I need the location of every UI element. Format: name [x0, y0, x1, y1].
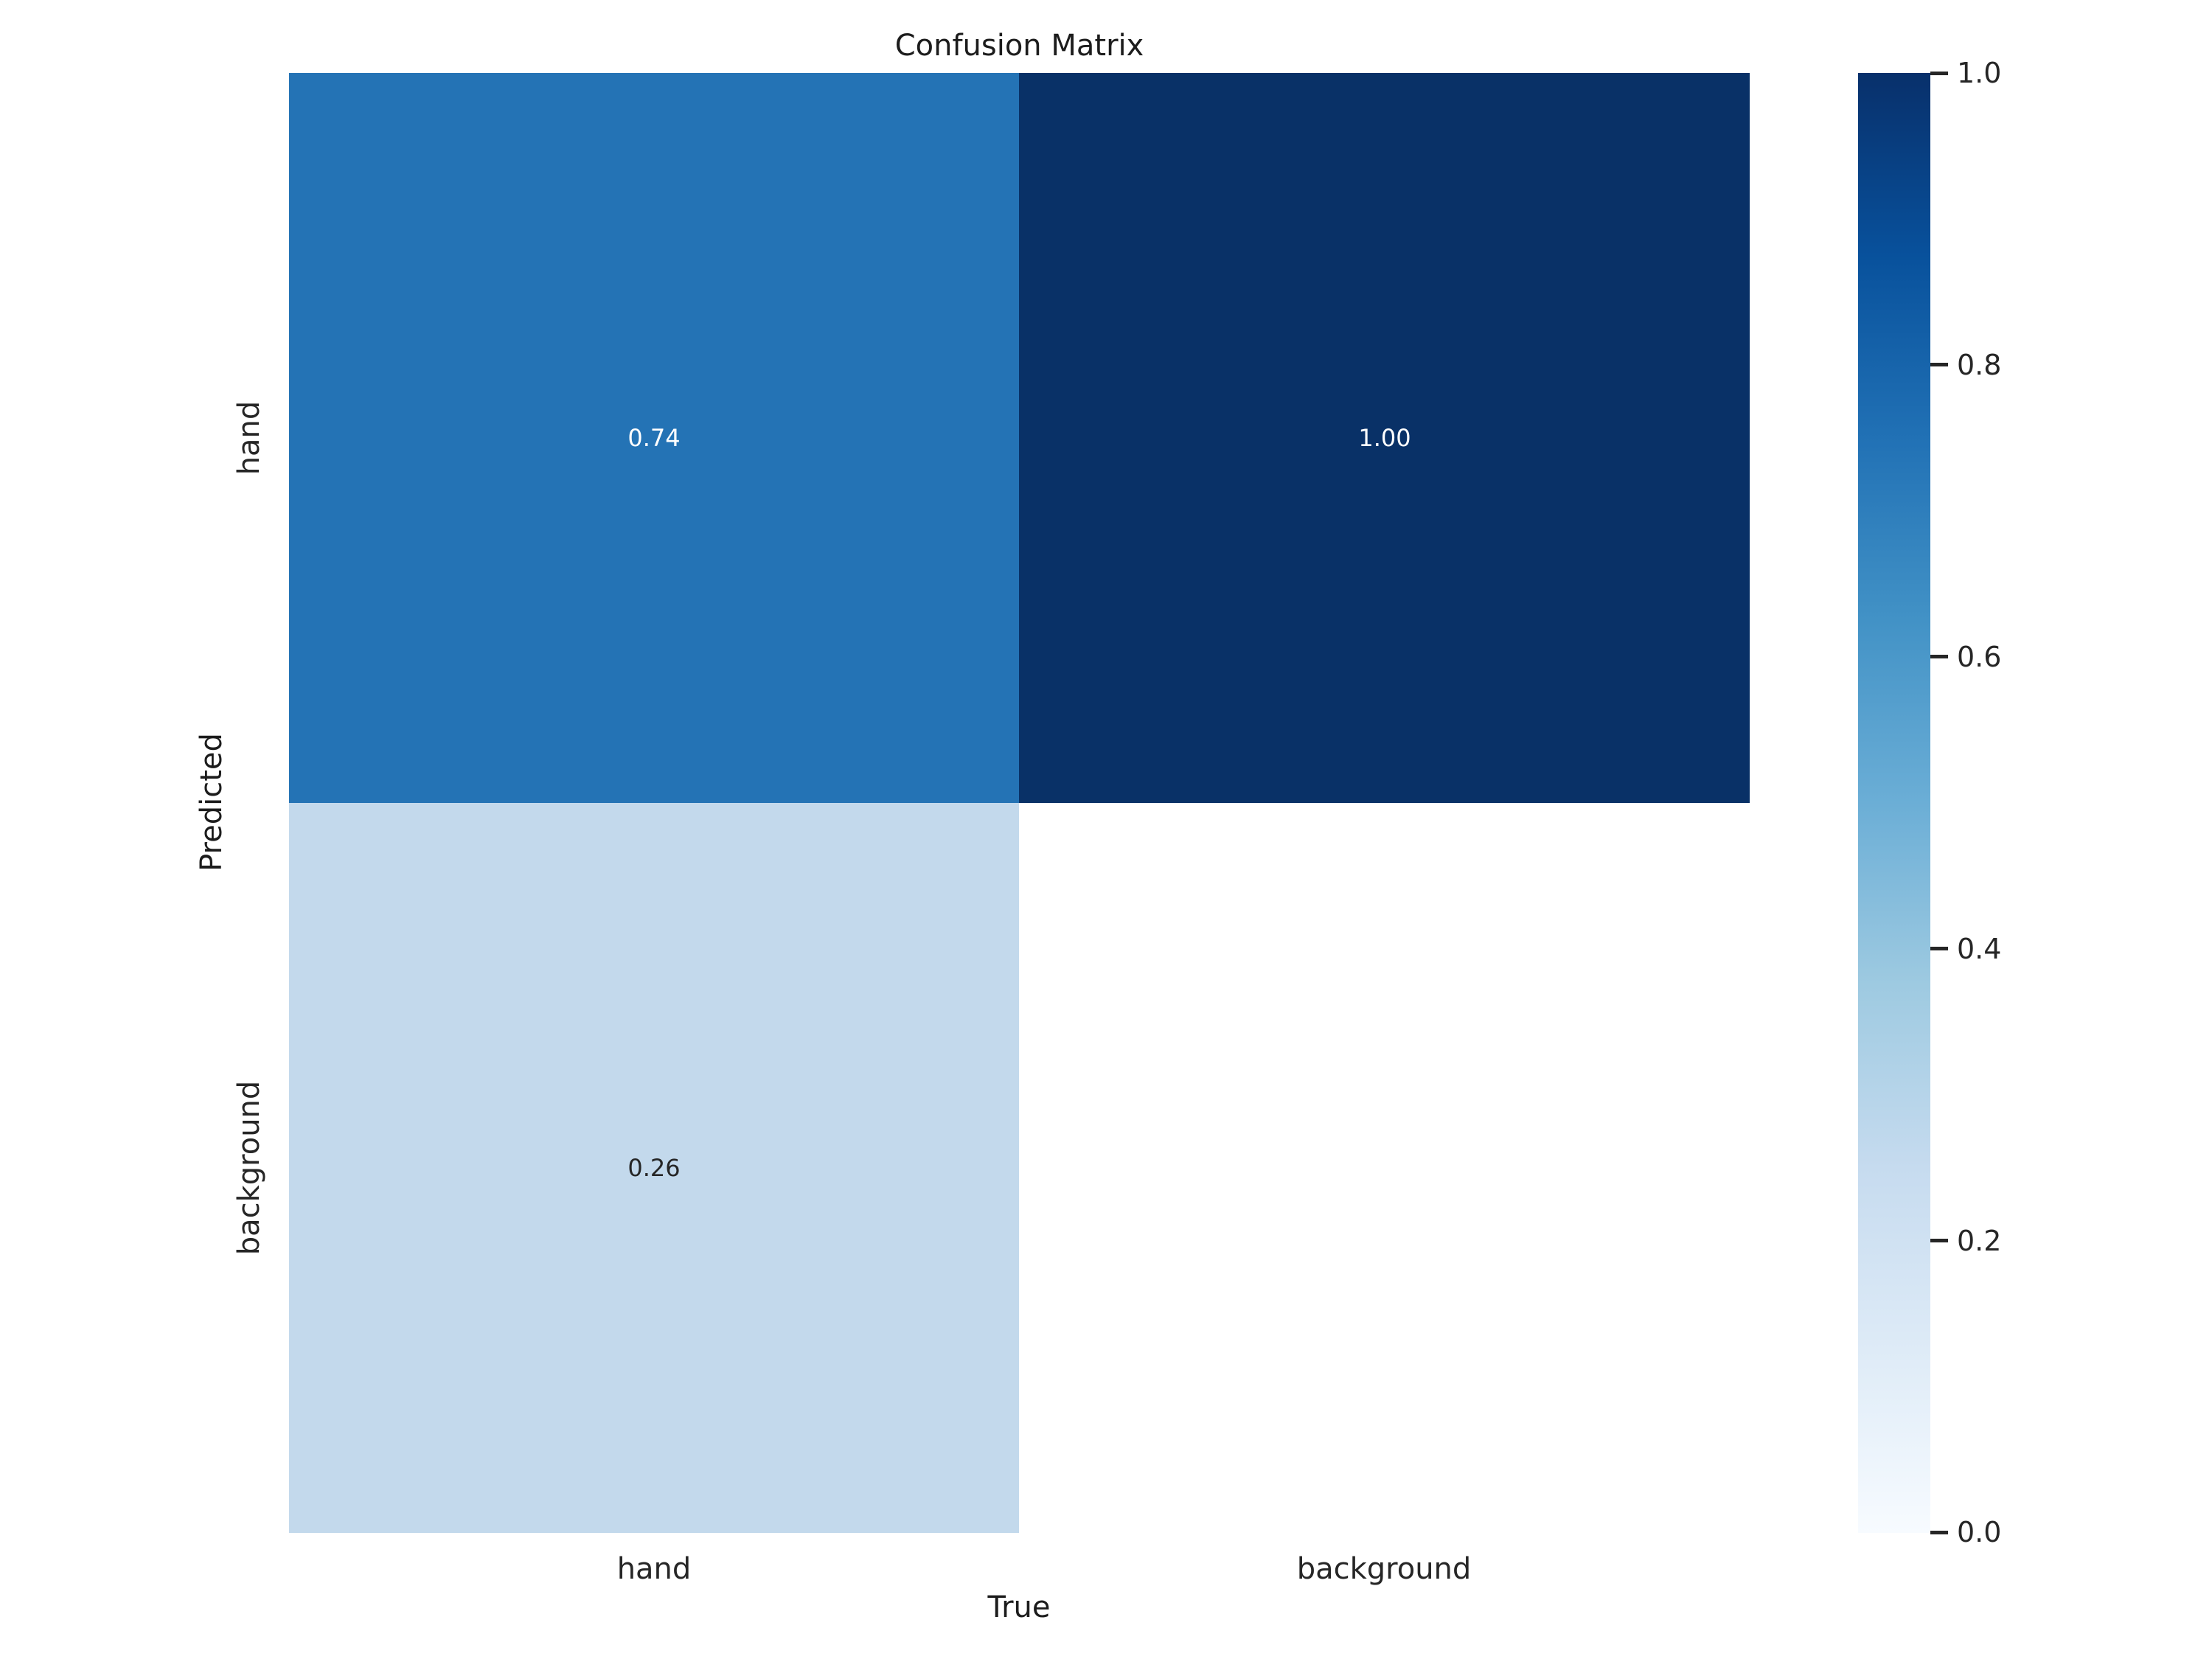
colorbar-tick-mark — [1930, 363, 1948, 366]
heatmap-cell-predicted-hand-true-hand — [289, 73, 1019, 803]
colorbar-tick-label: 0.4 — [1957, 933, 2002, 965]
colorbar-tick-mark — [1930, 947, 1948, 950]
colorbar-tick-label: 0.6 — [1957, 641, 2002, 673]
y-axis-label: Predicted — [195, 733, 229, 872]
cell-annotation: 0.26 — [627, 1154, 681, 1182]
cell-annotation: 0.74 — [627, 424, 681, 452]
chart-title: Confusion Matrix — [894, 29, 1144, 63]
cell-annotation: 1.00 — [1358, 424, 1411, 452]
y-tick-label-hand: hand — [232, 400, 266, 476]
heatmap-cell-predicted-hand-true-background — [1019, 73, 1750, 803]
colorbar-tick-mark — [1930, 72, 1948, 75]
colorbar-tick-label: 1.0 — [1957, 57, 2002, 89]
colorbar-gradient — [1858, 73, 1930, 1533]
heatmap-cell-predicted-background-true-hand — [289, 803, 1019, 1533]
heatmap-cell-predicted-background-true-background — [1019, 803, 1750, 1533]
colorbar-tick-label: 0.0 — [1957, 1516, 2002, 1548]
x-tick-label-hand: hand — [616, 1552, 692, 1586]
colorbar-tick-mark — [1930, 1531, 1948, 1534]
heatmap-plot-area: 0.74 1.00 0.26 — [289, 73, 1750, 1533]
y-tick-label-background: background — [232, 1080, 266, 1256]
x-axis-label: True — [987, 1590, 1051, 1624]
colorbar-tick-label: 0.8 — [1957, 349, 2002, 381]
colorbar-tick-label: 0.2 — [1957, 1225, 2002, 1257]
colorbar-tick-mark — [1930, 655, 1948, 658]
colorbar-tick-mark — [1930, 1239, 1948, 1242]
x-tick-label-background: background — [1296, 1552, 1472, 1586]
